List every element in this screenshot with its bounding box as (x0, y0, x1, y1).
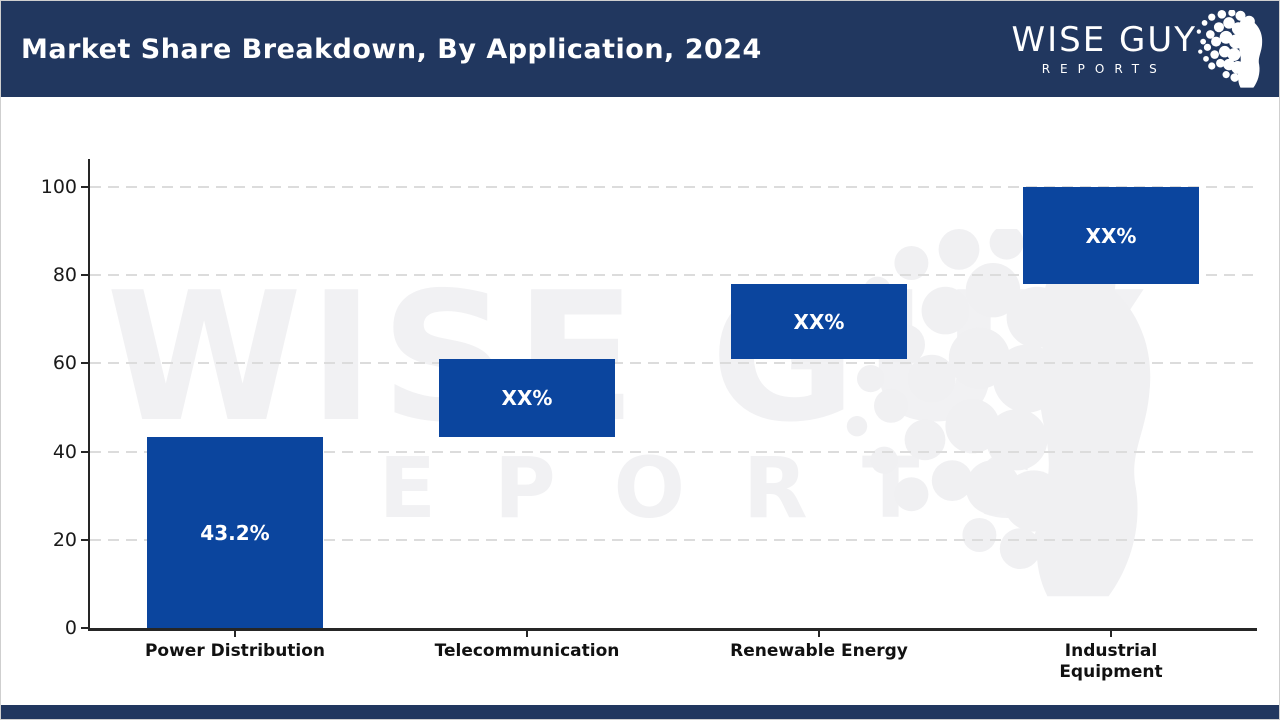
ytick-mark-40 (81, 450, 89, 453)
wiseguy-logo-text: WISE GUY REPORTS (1011, 23, 1197, 75)
logo-wordmark: WISE GUY (1011, 20, 1197, 60)
xcat-label-industrial-equipment: Industrial Equipment (1059, 641, 1163, 682)
ytick-label-100: 100 (40, 176, 77, 198)
gridline-100 (90, 186, 1257, 188)
bar-telecommunication: XX% (439, 358, 615, 438)
ytick-label-60: 60 (52, 352, 77, 375)
xtick-mark-industrial-equipment (1110, 630, 1112, 637)
wiseguy-logo: WISE GUY REPORTS (1011, 9, 1265, 89)
gridline-40 (90, 450, 1257, 453)
xtick-mark-power-distribution (234, 630, 236, 637)
y-axis-line (88, 159, 90, 630)
bar-value-label-telecommunication: XX% (501, 386, 553, 411)
bar-value-label-industrial-equipment: XX% (1085, 223, 1137, 248)
ytick-label-0: 0 (64, 617, 77, 639)
ytick-label-80: 80 (52, 264, 77, 287)
xtick-mark-telecommunication (526, 630, 528, 637)
bar-industrial-equipment: XX% (1023, 187, 1199, 285)
header-bar: Market Share Breakdown, By Application, … (1, 1, 1279, 97)
ytick-mark-0 (81, 627, 89, 629)
ytick-mark-100 (81, 186, 89, 188)
wiseguy-head-icon (1196, 9, 1263, 88)
xcat-label-power-distribution: Power Distribution (144, 641, 326, 661)
xcat-label-renewable-energy: Renewable Energy (730, 641, 908, 661)
ytick-mark-60 (81, 362, 89, 365)
gridline-60 (90, 362, 1257, 365)
xtick-mark-renewable-energy (818, 630, 820, 637)
footer-bar (1, 705, 1279, 719)
ytick-mark-20 (81, 538, 89, 541)
bar-value-label-renewable-energy: XX% (793, 309, 845, 334)
x-axis-line (88, 628, 1257, 631)
ytick-mark-80 (81, 274, 89, 277)
page-title: Market Share Breakdown, By Application, … (21, 33, 762, 65)
bar-power-distribution: 43.2% (147, 437, 323, 628)
ytick-label-20: 20 (52, 528, 77, 551)
gridline-80 (90, 274, 1257, 277)
logo-subtitle: REPORTS (1041, 62, 1167, 76)
bar-renewable-energy: XX% (731, 284, 907, 359)
xcat-label-telecommunication: Telecommunication (434, 641, 620, 661)
bar-value-label-power-distribution: 43.2% (200, 520, 270, 545)
gridline-20 (90, 538, 1257, 541)
ytick-label-40: 40 (52, 440, 77, 463)
